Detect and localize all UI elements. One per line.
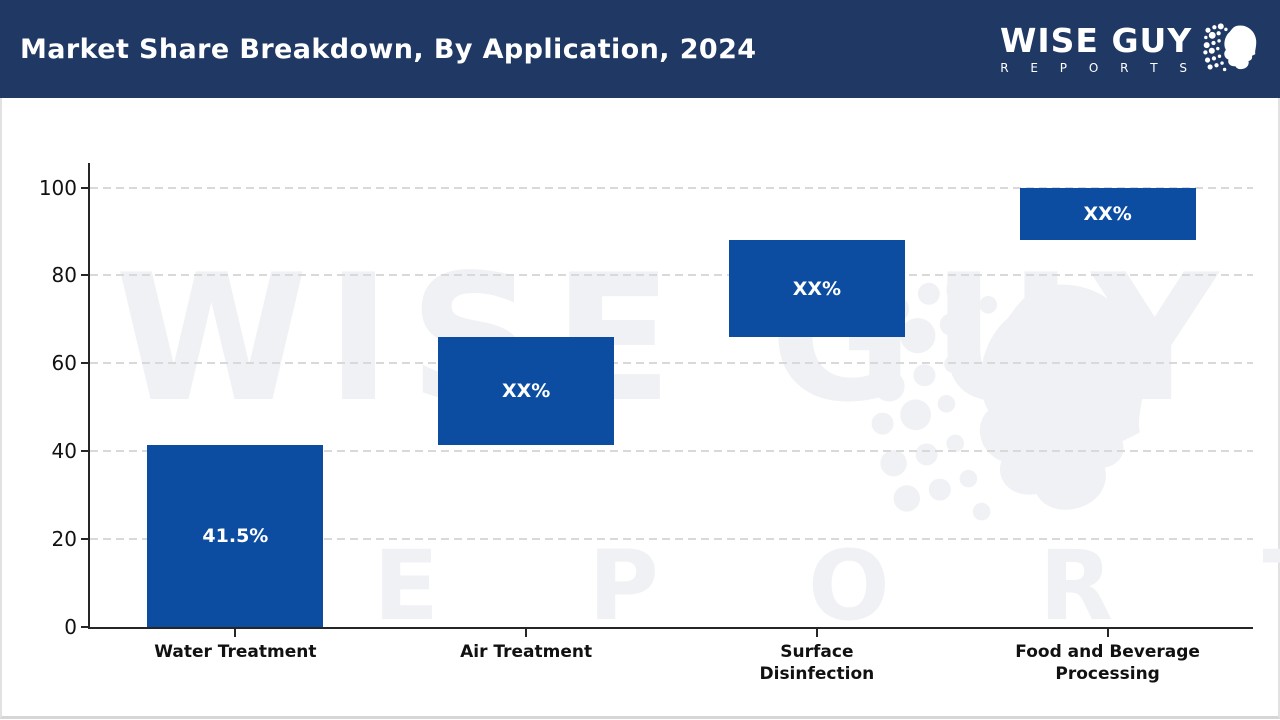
gridline-40 [90, 450, 1253, 453]
bar-surface-disinfection [728, 240, 905, 337]
bar-value-label: XX% [792, 277, 842, 300]
y-tick-label-0: 0 [64, 615, 77, 639]
y-tick-label-100: 100 [38, 175, 77, 200]
y-tick-mark-20 [81, 538, 89, 541]
x-category-label-line: Surface [780, 642, 854, 662]
bar-water-treatment [147, 444, 324, 627]
x-tick-mark [234, 629, 237, 637]
x-category-label-line: Disinfection [759, 664, 875, 685]
x-axis-line [88, 627, 1253, 629]
x-category-label: Water Treatment [120, 641, 350, 663]
gridline-20 [90, 538, 1253, 541]
y-tick-mark-80 [81, 274, 89, 277]
x-category-label: Surface Disinfection [702, 641, 932, 685]
bar-value-label: 41.5% [202, 524, 269, 547]
page-title: Market Share Breakdown, By Application, … [20, 33, 757, 65]
x-tick-mark [525, 629, 528, 637]
y-tick-label-20: 20 [51, 527, 77, 552]
y-axis-line [88, 163, 90, 629]
header-bar: Market Share Breakdown, By Application, … [0, 0, 1280, 98]
y-tick-mark-100 [81, 186, 89, 189]
gridline-80 [90, 274, 1253, 277]
x-category-label: Air Treatment [411, 641, 641, 663]
logo-subtitle: R E P O R T S [1000, 61, 1196, 75]
x-tick-mark [1106, 629, 1109, 637]
y-tick-label-60: 60 [51, 351, 77, 376]
bar-value-label: XX% [501, 379, 551, 402]
y-tick-mark-40 [81, 450, 89, 453]
y-tick-mark-0 [81, 626, 89, 628]
x-category-label: Food and Beverage Processing [993, 641, 1223, 685]
x-category-label-line: Processing [1055, 664, 1160, 685]
y-tick-label-40: 40 [51, 439, 77, 464]
y-tick-mark-60 [81, 362, 89, 365]
logo-face-dots-icon [1202, 9, 1266, 89]
x-category-label-line: Air Treatment [460, 642, 593, 662]
y-tick-label-80: 80 [51, 263, 77, 288]
x-tick-mark [815, 629, 818, 637]
bar-value-label: XX% [1083, 202, 1132, 225]
logo-text: WISE GUY R E P O R T S [996, 24, 1196, 74]
bar-food-and-beverage-processing [1019, 187, 1196, 241]
gridline-60 [90, 362, 1253, 365]
gridline-100 [90, 186, 1253, 189]
bar-air-treatment [438, 336, 615, 445]
watermark-subtitle: R E P O R T S [150, 530, 1280, 642]
x-category-label-line: Water Treatment [154, 642, 317, 662]
wise-guy-reports-logo: WISE GUY R E P O R T S [996, 9, 1280, 89]
x-category-label-line: Food and Beverage [1015, 642, 1200, 662]
logo-wordmark: WISE GUY [999, 21, 1193, 60]
